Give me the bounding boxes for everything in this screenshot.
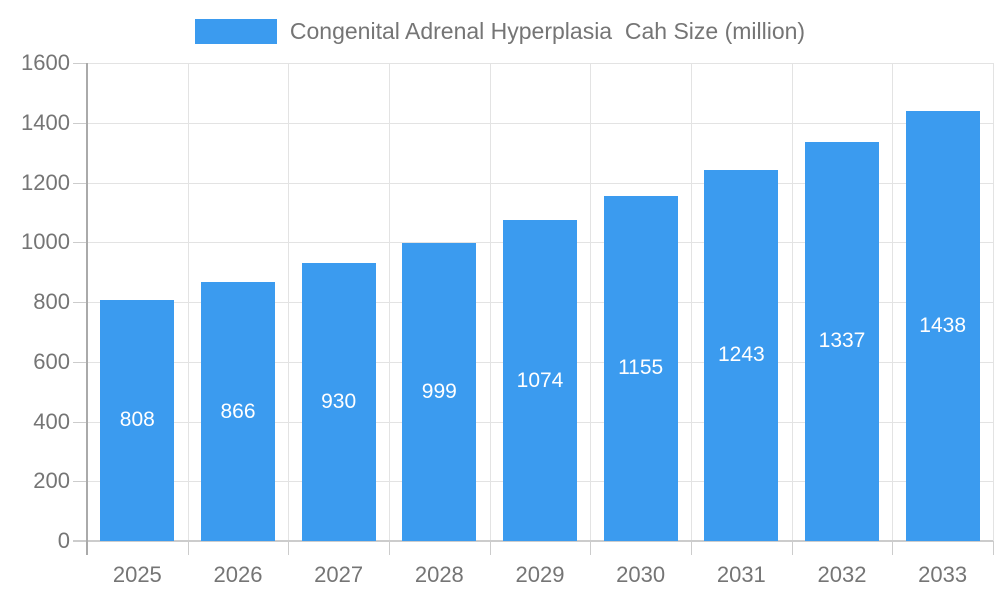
x-axis-tick (389, 541, 390, 555)
y-axis-tick (73, 182, 87, 184)
y-axis-tick (73, 481, 87, 483)
x-axis-tick (187, 541, 189, 555)
legend-label: Congenital Adrenal Hyperplasia Cah Size … (289, 18, 806, 44)
x-axis-label: 2028 (414, 562, 464, 587)
y-axis-tick (73, 302, 87, 303)
gridline-vertical (691, 63, 692, 541)
bar-value-label: 1155 (618, 356, 664, 380)
x-axis-tick (691, 541, 692, 555)
y-axis-label: 200 (33, 468, 70, 494)
gridline-vertical (993, 63, 994, 541)
bar-value-label: 866 (220, 399, 256, 423)
y-axis-line (86, 63, 88, 555)
gridline-vertical (590, 63, 592, 541)
y-axis-label: 1600 (21, 50, 70, 75)
y-axis-label: 1000 (21, 229, 70, 255)
x-axis-label: 2032 (817, 562, 867, 587)
x-axis-label: 2029 (515, 562, 565, 587)
gridline-vertical (187, 63, 189, 541)
x-axis-label: 2031 (716, 562, 766, 587)
x-axis-tick (489, 541, 491, 555)
gridline-horizontal (87, 182, 993, 184)
bar[interactable] (704, 169, 779, 541)
y-axis-label: 0 (57, 528, 70, 553)
gridline-horizontal (87, 63, 993, 64)
bar[interactable] (503, 220, 577, 541)
gridline-vertical (288, 63, 290, 541)
bar-value-label: 1243 (717, 343, 765, 367)
bar[interactable] (805, 141, 879, 541)
x-axis-label: 2030 (616, 562, 666, 587)
bar-value-label: 808 (119, 408, 155, 432)
x-axis-label: 2026 (213, 562, 263, 587)
bar-value-label: 1337 (818, 329, 866, 353)
bar-value-label: 930 (321, 390, 357, 414)
bar[interactable] (301, 263, 376, 541)
y-axis-label: 1400 (21, 109, 70, 135)
y-axis-tick (73, 361, 87, 363)
x-axis-label: 2027 (314, 562, 364, 587)
x-axis-tick (590, 541, 592, 555)
y-axis-label: 800 (33, 289, 70, 314)
chart-legend-item[interactable]: Congenital Adrenal Hyperplasia Cah Size … (0, 13, 1000, 49)
gridline-vertical (389, 63, 390, 541)
x-axis-tick (993, 541, 994, 555)
x-axis-tick (791, 541, 793, 555)
bar[interactable] (201, 282, 275, 541)
gridline-vertical (489, 63, 491, 541)
bar-value-label: 1074 (516, 368, 564, 392)
gridline-horizontal (87, 122, 993, 124)
bar-value-label: 1438 (919, 314, 967, 338)
gridline-vertical (791, 63, 793, 541)
x-axis-label: 2033 (918, 562, 968, 587)
bar[interactable] (905, 111, 980, 541)
x-axis-tick (288, 541, 290, 555)
x-axis-label: 2025 (112, 562, 162, 587)
bar-value-label: 999 (421, 379, 457, 403)
gridline-vertical (892, 63, 894, 541)
y-axis-label: 400 (33, 408, 70, 434)
y-axis-tick (73, 242, 87, 244)
x-axis-line (73, 540, 993, 542)
y-axis-label: 600 (33, 348, 70, 374)
y-axis-label: 1200 (21, 169, 70, 195)
y-axis-tick (73, 63, 87, 64)
bar[interactable] (402, 242, 477, 541)
bar[interactable] (100, 299, 175, 541)
legend-swatch (194, 18, 277, 44)
bar[interactable] (603, 195, 678, 541)
x-axis-tick (892, 541, 894, 555)
y-axis-tick (73, 421, 87, 423)
y-axis-tick (73, 122, 87, 124)
